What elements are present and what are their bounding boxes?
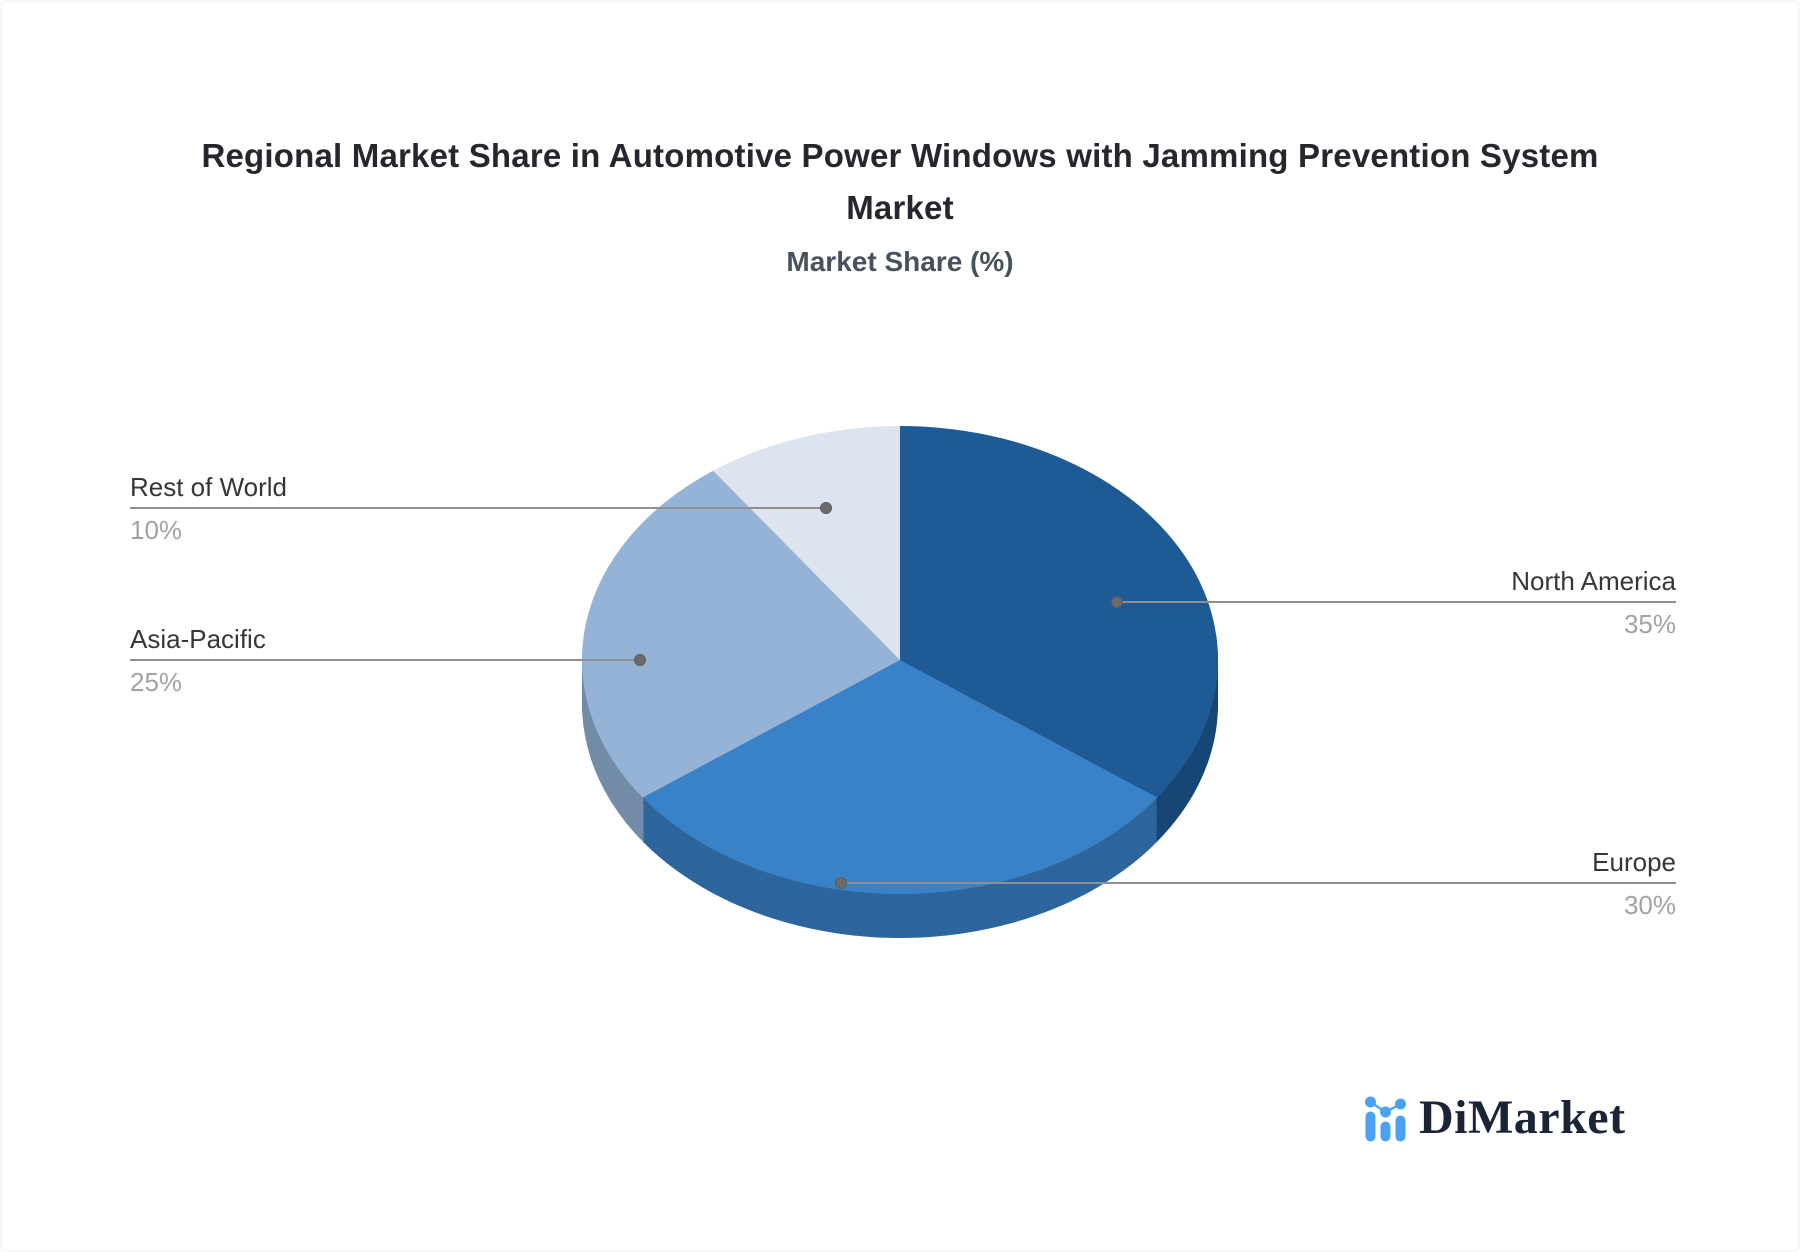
dimarket-logo-text: DiMarket [1419, 1091, 1626, 1144]
leader-dot-north-america [1111, 596, 1123, 608]
dimarket-logo-icon [1365, 1096, 1406, 1141]
pie-label-europe: Europe [1592, 847, 1676, 877]
pie-value-asia-pacific: 25% [130, 667, 183, 697]
pie-value-north-america: 35% [1623, 609, 1676, 639]
pie-value-rest-of-world: 10% [130, 515, 183, 545]
pie-slice-europe [642, 660, 1158, 894]
chart-title-text: Regional Market Share in Automotive Powe… [201, 137, 1599, 226]
leader-dot-europe [835, 877, 847, 889]
pie-slice-north-america [900, 426, 1219, 798]
pie-slice-rest-of-world [713, 426, 900, 660]
pie-slice-asia-pacific [582, 470, 900, 798]
pie-label-asia-pacific: Asia-Pacific [130, 624, 266, 654]
pie-value-europe: 30% [1623, 890, 1676, 920]
pie-label-north-america: North America [1511, 566, 1676, 596]
dimarket-logo: DiMarket [1364, 1094, 1626, 1142]
pie-label-rest-of-world: Rest of World [130, 472, 288, 502]
leader-dot-asia-pacific [634, 654, 646, 666]
chart-subtitle: Market Share (%) [786, 246, 1014, 277]
leader-dot-rest-of-world [820, 502, 832, 514]
chart-title: Regional Market Share in Automotive Powe… [0, 130, 1800, 234]
